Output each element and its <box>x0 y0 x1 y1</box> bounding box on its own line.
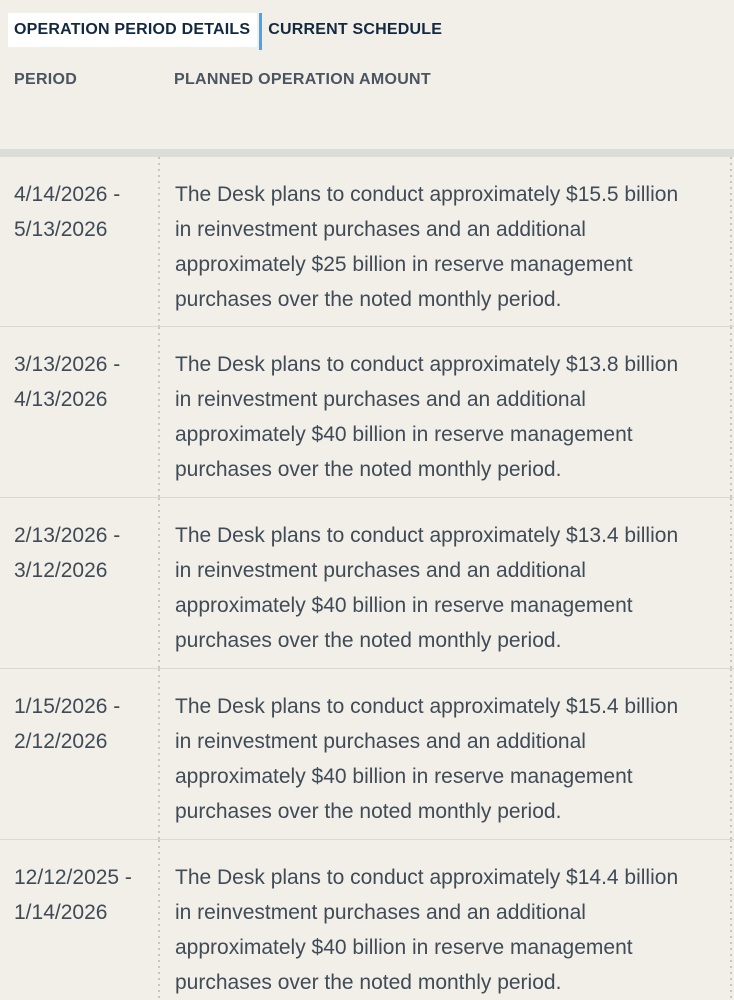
tab-current-schedule[interactable]: CURRENT SCHEDULE <box>262 13 442 47</box>
amount-text-line: purchases over the noted monthly period. <box>175 458 562 481</box>
period-cell: 3/13/2026 - 4/13/2026 <box>0 327 160 497</box>
amount-text-line: The Desk plans to conduct approximately … <box>175 524 679 547</box>
table-row: 12/12/2025 - 1/14/2026 The Desk plans to… <box>0 839 734 1000</box>
amount-text-line: purchases over the noted monthly period. <box>175 288 562 311</box>
amount-text-line: purchases over the noted monthly period. <box>175 800 562 823</box>
period-line: 3/13/2026 - <box>14 353 121 376</box>
amount-text-line: approximately $25 billion in reserve man… <box>175 253 633 276</box>
table-row: 3/13/2026 - 4/13/2026 The Desk plans to … <box>0 326 734 497</box>
tab-bar: OPERATION PERIOD DETAILS CURRENT SCHEDUL… <box>8 13 734 50</box>
table-row: 1/15/2026 - 2/12/2026 The Desk plans to … <box>0 668 734 839</box>
period-line: 4/13/2026 <box>14 388 108 411</box>
tab-operation-period-details[interactable]: OPERATION PERIOD DETAILS <box>8 13 258 47</box>
amount-text-line: purchases over the noted monthly period. <box>175 971 562 994</box>
tab-label: OPERATION PERIOD DETAILS <box>14 21 251 38</box>
table-row: 4/14/2026 - 5/13/2026 The Desk plans to … <box>0 157 734 326</box>
amount-text-line: The Desk plans to conduct approximately … <box>175 695 679 718</box>
period-line: 12/12/2025 - <box>14 866 132 889</box>
amount-cell: The Desk plans to conduct approximately … <box>160 157 732 326</box>
tab-label: CURRENT SCHEDULE <box>268 21 443 38</box>
period-line: 5/13/2026 <box>14 218 108 241</box>
period-cell: 1/15/2026 - 2/12/2026 <box>0 669 160 839</box>
period-line: 1/14/2026 <box>14 901 108 924</box>
amount-text-line: in reinvestment purchases and an additio… <box>175 901 586 924</box>
amount-text-line: in reinvestment purchases and an additio… <box>175 218 586 241</box>
table-header-row: PERIOD PLANNED OPERATION AMOUNT <box>0 72 734 88</box>
operation-table-body: 4/14/2026 - 5/13/2026 The Desk plans to … <box>0 157 734 1000</box>
amount-cell: The Desk plans to conduct approximately … <box>160 840 732 1000</box>
column-header-amount: PLANNED OPERATION AMOUNT <box>174 71 431 88</box>
column-header-period: PERIOD <box>14 71 78 88</box>
period-cell: 4/14/2026 - 5/13/2026 <box>0 157 160 326</box>
period-line: 2/13/2026 - <box>14 524 121 547</box>
amount-text-line: in reinvestment purchases and an additio… <box>175 388 586 411</box>
period-line: 1/15/2026 - <box>14 695 121 718</box>
period-line: 4/14/2026 - <box>14 183 121 206</box>
period-cell: 2/13/2026 - 3/12/2026 <box>0 498 160 668</box>
amount-text-line: The Desk plans to conduct approximately … <box>175 183 679 206</box>
amount-text-line: approximately $40 billion in reserve man… <box>175 423 633 446</box>
amount-text-line: in reinvestment purchases and an additio… <box>175 559 586 582</box>
amount-text-line: The Desk plans to conduct approximately … <box>175 353 679 376</box>
tab-divider <box>259 13 263 50</box>
amount-text-line: approximately $40 billion in reserve man… <box>175 936 633 959</box>
header-separator-band <box>0 149 734 157</box>
amount-cell: The Desk plans to conduct approximately … <box>160 669 732 839</box>
amount-text-line: in reinvestment purchases and an additio… <box>175 730 586 753</box>
amount-cell: The Desk plans to conduct approximately … <box>160 327 732 497</box>
period-cell: 12/12/2025 - 1/14/2026 <box>0 840 160 1000</box>
amount-cell: The Desk plans to conduct approximately … <box>160 498 732 668</box>
amount-text-line: The Desk plans to conduct approximately … <box>175 866 679 889</box>
table-row: 2/13/2026 - 3/12/2026 The Desk plans to … <box>0 497 734 668</box>
period-line: 2/12/2026 <box>14 730 108 753</box>
amount-text-line: approximately $40 billion in reserve man… <box>175 594 633 617</box>
amount-text-line: approximately $40 billion in reserve man… <box>175 765 633 788</box>
amount-text-line: purchases over the noted monthly period. <box>175 629 562 652</box>
period-line: 3/12/2026 <box>14 559 108 582</box>
